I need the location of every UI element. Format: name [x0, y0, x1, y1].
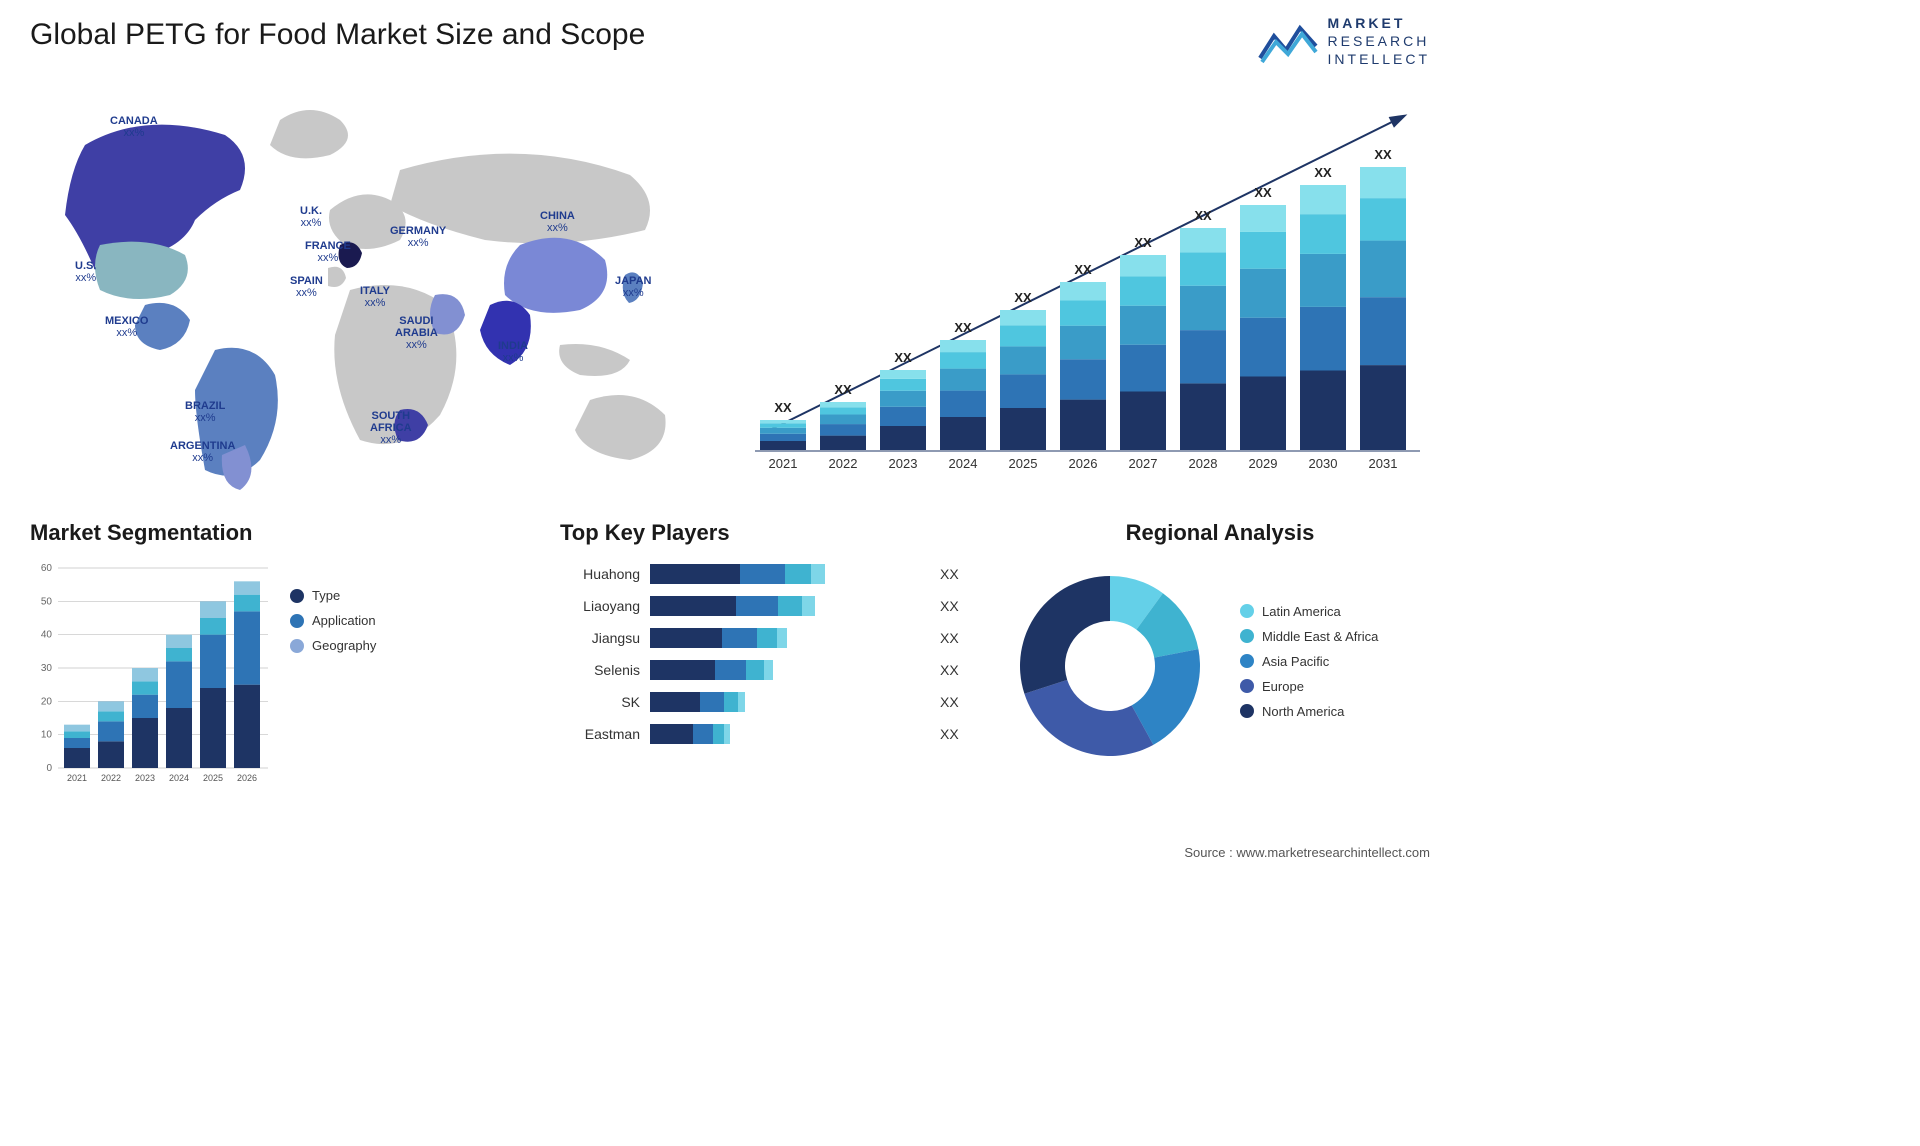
legend-item: Type [290, 588, 376, 603]
country-label: CHINAxx% [540, 210, 575, 234]
source-text: Source : www.marketresearchintellect.com [1184, 845, 1430, 860]
svg-text:2024: 2024 [949, 456, 978, 471]
segmentation-legend: Type Application Geography [290, 558, 376, 788]
legend-item: Middle East & Africa [1240, 629, 1378, 644]
country-label: JAPANxx% [615, 275, 651, 299]
svg-text:XX: XX [1014, 290, 1032, 305]
svg-text:2026: 2026 [1069, 456, 1098, 471]
growth-chart: XX 2021 XX 2022 XX 2023 XX 2024 XX 2025 XX 2026 XX 20… [740, 100, 1430, 480]
players-title: Top Key Players [560, 520, 980, 546]
svg-text:0: 0 [46, 763, 52, 774]
country-label: SOUTHAFRICAxx% [370, 410, 412, 446]
country-label: ITALYxx% [360, 285, 390, 309]
player-row: Huahong XX [560, 564, 980, 584]
svg-text:20: 20 [41, 696, 53, 707]
legend-item: North America [1240, 704, 1378, 719]
svg-text:2022: 2022 [101, 773, 121, 783]
legend-item: Geography [290, 638, 376, 653]
segmentation-chart: 0 10 20 30 40 50 60 2021 2022 2023 2024 2025 2026 [30, 558, 270, 788]
player-value: XX [930, 598, 959, 614]
svg-text:2022: 2022 [829, 456, 858, 471]
player-row: Liaoyang XX [560, 596, 980, 616]
svg-text:30: 30 [41, 663, 53, 674]
player-row: Selenis XX [560, 660, 980, 680]
regional-legend: Latin America Middle East & Africa Asia Pa… [1240, 604, 1378, 729]
svg-text:XX: XX [774, 400, 792, 415]
svg-text:XX: XX [1374, 147, 1392, 162]
logo-icon [1258, 18, 1318, 64]
country-label: GERMANYxx% [390, 225, 446, 249]
player-name: SK [560, 694, 650, 710]
logo-line3: INTELLECT [1328, 50, 1430, 68]
player-value: XX [930, 662, 959, 678]
svg-text:2027: 2027 [1129, 456, 1158, 471]
player-name: Eastman [560, 726, 650, 742]
world-map: CANADAxx% U.S.xx% MEXICOxx% BRAZILxx% ARGENT… [30, 90, 710, 490]
svg-text:XX: XX [1134, 235, 1152, 250]
country-label: MEXICOxx% [105, 315, 148, 339]
svg-text:2021: 2021 [67, 773, 87, 783]
segmentation-section: Market Segmentation 0 10 20 30 40 50 60 2021 202… [30, 520, 470, 788]
player-value: XX [930, 566, 959, 582]
logo-line1: MARKET [1328, 14, 1430, 32]
player-value: XX [930, 726, 959, 742]
player-name: Huahong [560, 566, 650, 582]
logo-line2: RESEARCH [1328, 32, 1430, 50]
player-name: Selenis [560, 662, 650, 678]
country-label: CANADAxx% [110, 115, 158, 139]
svg-text:10: 10 [41, 730, 53, 741]
svg-text:2029: 2029 [1249, 456, 1278, 471]
players-chart: Huahong XX Liaoyang XX Jiangsu XX Selenis XX SK X… [560, 564, 980, 744]
svg-text:XX: XX [894, 350, 912, 365]
page-title: Global PETG for Food Market Size and Sco… [30, 18, 645, 52]
country-label: SPAINxx% [290, 275, 323, 299]
svg-text:2030: 2030 [1309, 456, 1338, 471]
svg-text:50: 50 [41, 596, 53, 607]
svg-text:XX: XX [1314, 165, 1332, 180]
svg-text:2025: 2025 [1009, 456, 1038, 471]
svg-text:XX: XX [1194, 208, 1212, 223]
regional-donut [1000, 556, 1220, 776]
legend-item: Application [290, 613, 376, 628]
country-label: U.K.xx% [300, 205, 322, 229]
growth-chart-svg: XX 2021 XX 2022 XX 2023 XX 2024 XX 2025 XX 2026 XX 20… [740, 100, 1430, 480]
player-name: Jiangsu [560, 630, 650, 646]
svg-text:XX: XX [1254, 185, 1272, 200]
brand-logo: MARKET RESEARCH INTELLECT [1258, 14, 1430, 69]
svg-text:XX: XX [1074, 262, 1092, 277]
regional-title: Regional Analysis [1000, 520, 1440, 546]
player-value: XX [930, 694, 959, 710]
svg-text:40: 40 [41, 630, 53, 641]
country-label: ARGENTINAxx% [170, 440, 235, 464]
country-label: FRANCExx% [305, 240, 351, 264]
svg-text:60: 60 [41, 563, 53, 574]
regional-section: Regional Analysis Latin America Middle Ea… [1000, 520, 1440, 776]
country-label: U.S.xx% [75, 260, 96, 284]
country-label: SAUDIARABIAxx% [395, 315, 438, 351]
players-section: Top Key Players HuahongXXLiaoyangXXJiang… [560, 520, 980, 756]
svg-text:XX: XX [834, 382, 852, 397]
svg-text:2026: 2026 [237, 773, 257, 783]
legend-item: Europe [1240, 679, 1378, 694]
segmentation-title: Market Segmentation [30, 520, 470, 546]
svg-text:2023: 2023 [889, 456, 918, 471]
player-row: Eastman XX [560, 724, 980, 744]
legend-item: Latin America [1240, 604, 1378, 619]
legend-item: Asia Pacific [1240, 654, 1378, 669]
svg-text:2024: 2024 [169, 773, 189, 783]
svg-text:2028: 2028 [1189, 456, 1218, 471]
country-label: BRAZILxx% [185, 400, 225, 424]
player-value: XX [930, 630, 959, 646]
player-row: SK XX [560, 692, 980, 712]
svg-text:2025: 2025 [203, 773, 223, 783]
svg-text:2023: 2023 [135, 773, 155, 783]
svg-text:XX: XX [954, 320, 972, 335]
svg-text:2031: 2031 [1369, 456, 1398, 471]
player-name: Liaoyang [560, 598, 650, 614]
player-row: Jiangsu XX [560, 628, 980, 648]
svg-text:2021: 2021 [769, 456, 798, 471]
country-label: INDIAxx% [498, 340, 528, 364]
